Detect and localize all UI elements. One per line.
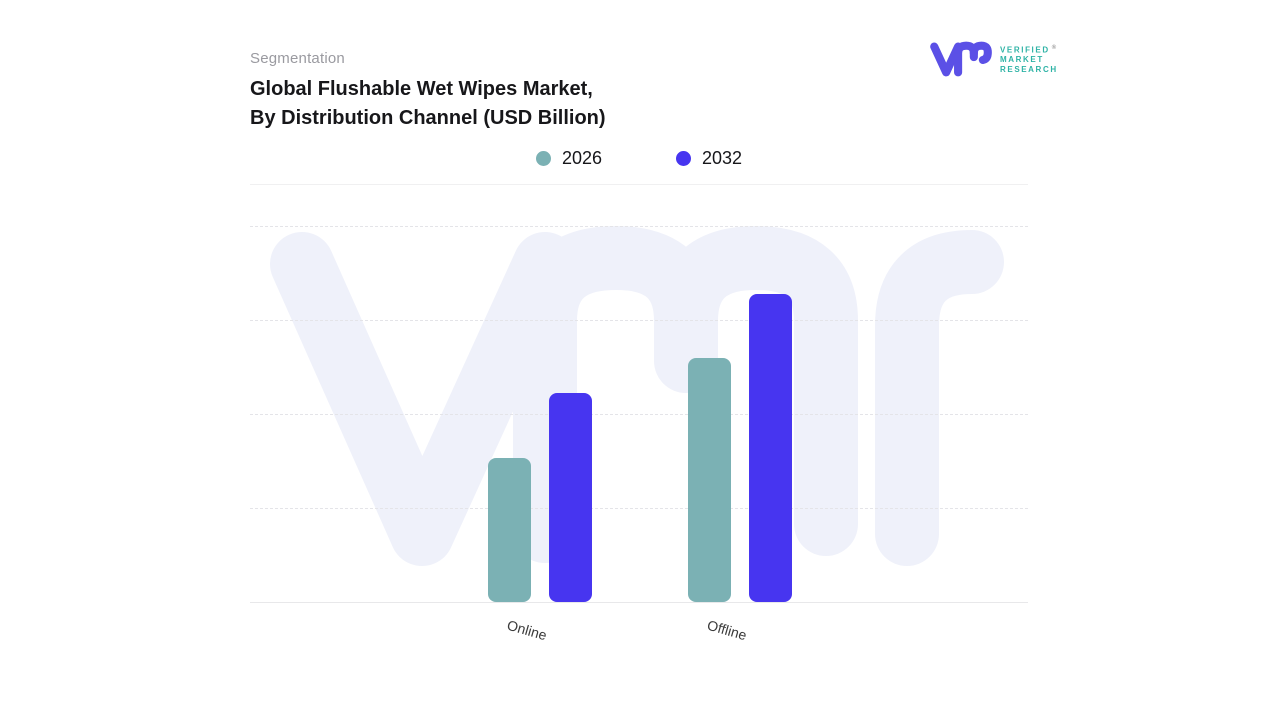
chart-legend: 2026 2032 — [250, 148, 1028, 169]
bar-offline-2026 — [687, 357, 731, 602]
plot-area: Online Offline — [250, 226, 1028, 643]
legend-item-2026: 2026 — [535, 148, 602, 169]
category-label-online: Online — [504, 616, 549, 644]
chart-title-line2: By Distribution Channel (USD Billion) — [250, 107, 606, 129]
legend-dot-icon — [535, 151, 551, 166]
category-label-offline: Offline — [704, 616, 749, 644]
bar-online-2026 — [487, 458, 531, 602]
gridline — [250, 508, 1028, 509]
header-divider — [250, 184, 1028, 185]
gridline — [250, 414, 1028, 415]
chart-title: Global Flushable Wet Wipes Market, By Di… — [250, 75, 606, 133]
legend-dot-icon — [676, 151, 691, 166]
x-axis-baseline — [250, 602, 1028, 603]
gridline — [250, 226, 1028, 227]
bar-online-2032 — [548, 393, 592, 602]
vmr-logo: VERIFIED ® MARKET RESEARCH — [928, 38, 1058, 80]
logo-word-research: RESEARCH — [1000, 65, 1058, 75]
chart-title-line1: Global Flushable Wet Wipes Market, — [250, 78, 593, 100]
logo-word-market: MARKET — [1000, 55, 1044, 65]
vmr-logo-text: VERIFIED ® MARKET RESEARCH — [1000, 43, 1058, 76]
vmr-monogram-icon — [930, 41, 992, 77]
legend-item-2032: 2032 — [676, 148, 742, 169]
logo-word-verified: VERIFIED — [1000, 45, 1050, 55]
bar-offline-2032 — [748, 293, 792, 602]
chart-eyebrow: Segmentation — [250, 50, 345, 67]
registered-trademark-icon: ® — [1051, 44, 1057, 51]
gridline — [250, 320, 1028, 321]
legend-label: 2026 — [561, 148, 602, 168]
legend-label: 2032 — [702, 148, 743, 168]
